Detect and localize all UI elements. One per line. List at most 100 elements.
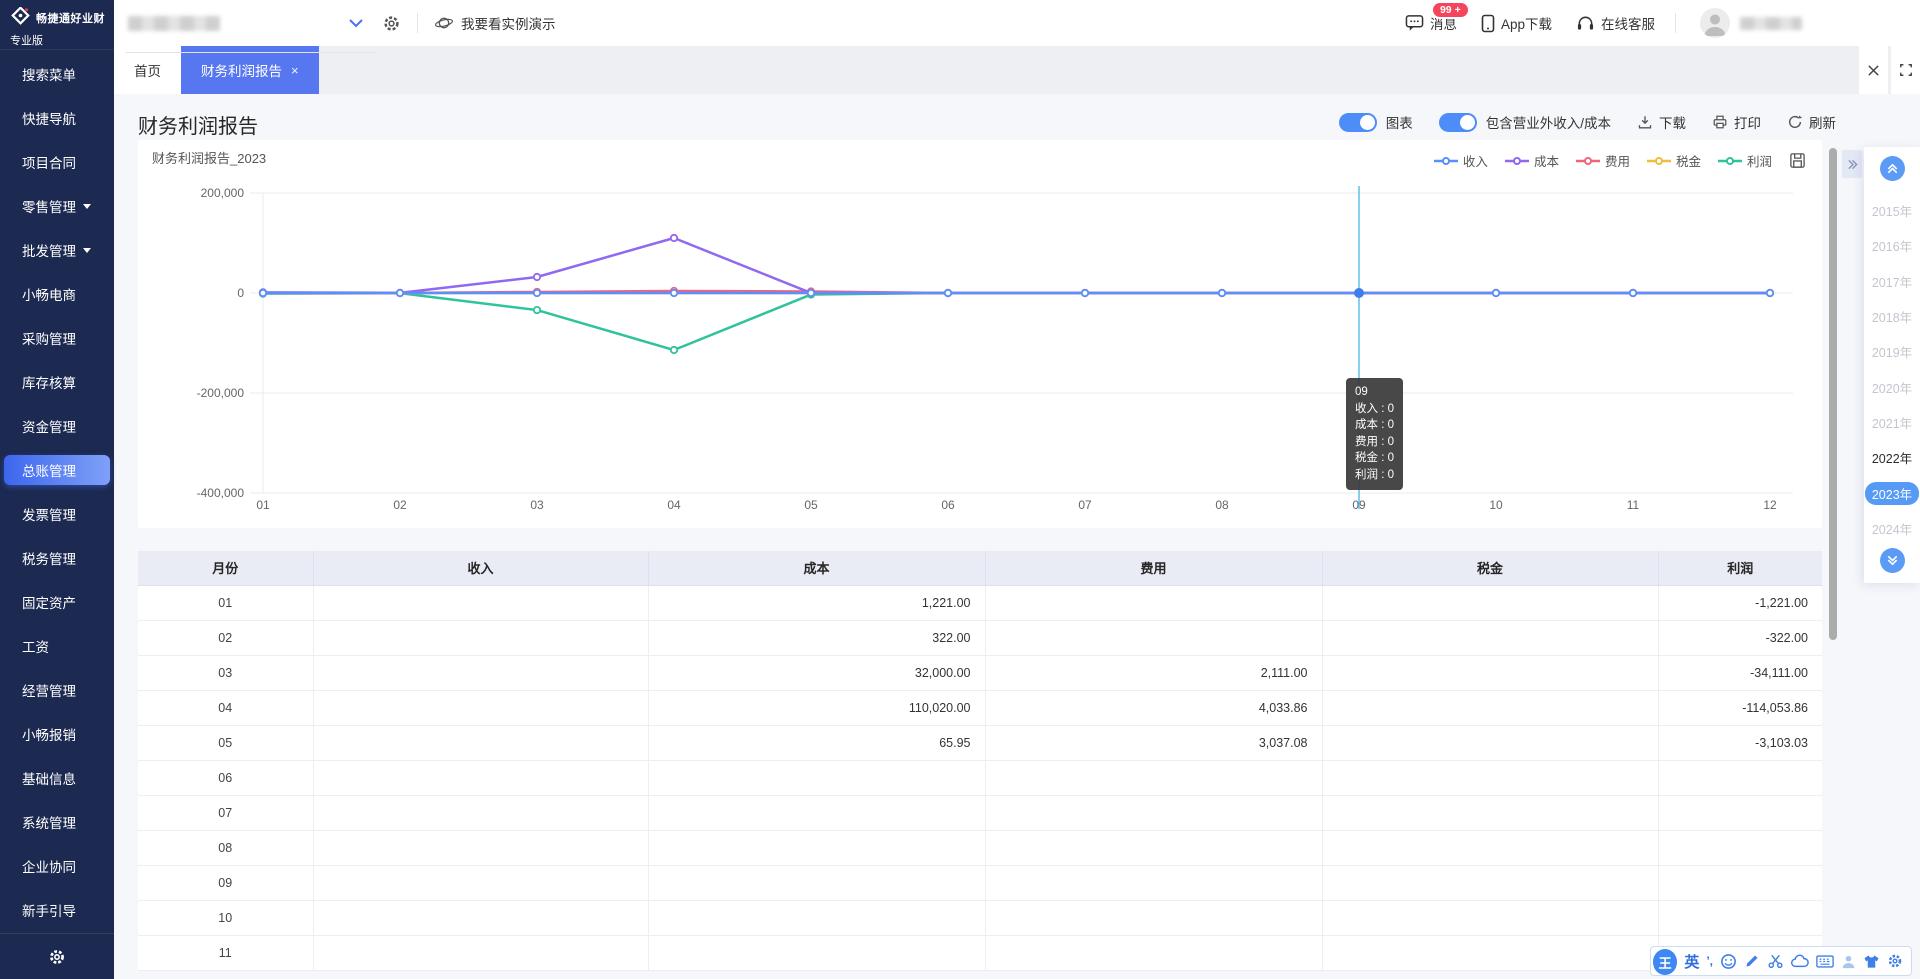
ime-settings-gear-icon[interactable] <box>1887 953 1903 969</box>
sidebar-item[interactable]: 新手引导 <box>0 888 114 932</box>
legend-item[interactable]: 费用 <box>1575 151 1630 170</box>
collapse-panel-button[interactable] <box>1842 150 1862 178</box>
legend-item[interactable]: 成本 <box>1504 151 1559 170</box>
sidebar-item[interactable]: 项目合同 <box>0 140 114 184</box>
year-item[interactable]: 2024年 <box>1872 511 1912 546</box>
sidebar-item[interactable]: 搜索菜单 <box>0 52 114 96</box>
sidebar-item[interactable]: 系统管理 <box>0 800 114 844</box>
chart-title: 财务利润报告_2023 <box>152 151 267 166</box>
year-item[interactable]: 2015年 <box>1872 193 1912 228</box>
svg-text:03: 03 <box>530 498 544 512</box>
sidebar-item-label: 工资 <box>22 640 49 655</box>
value-cell: 65.95 <box>648 725 986 761</box>
handwriting-pencil-icon[interactable] <box>1744 953 1760 969</box>
toggle-switch[interactable] <box>1438 112 1477 132</box>
toggle-label: 图表 <box>1385 116 1413 131</box>
year-label: 2016年 <box>1871 240 1913 255</box>
legend-item[interactable]: 收入 <box>1433 151 1488 170</box>
legend-item[interactable]: 税金 <box>1646 151 1701 170</box>
year-item[interactable]: 2022年 <box>1872 440 1912 475</box>
sidebar-item[interactable]: 固定资产 <box>0 580 114 624</box>
toggle-0[interactable]: 图表 <box>1338 112 1413 132</box>
tab-active[interactable]: 财务利润报告 × <box>181 46 319 94</box>
value-cell <box>1322 900 1659 936</box>
sidebar-item[interactable]: 企业协同 <box>0 844 114 888</box>
year-label: 2017年 <box>1871 275 1913 290</box>
cloud-icon[interactable] <box>1791 954 1809 968</box>
chart-tooltip: 09 收入 : 0 成本 : 0 费用 : 0 税金 : 0 利润 : 0 <box>1346 378 1403 490</box>
support-button[interactable]: 在线客服 <box>1576 13 1655 33</box>
tab-close-icon[interactable]: × <box>291 62 299 78</box>
messages-button[interactable]: 99 + 消息 <box>1405 1 1470 33</box>
toggle-label: 包含营业外收入/成本 <box>1485 116 1611 131</box>
printer-button[interactable]: 打印 <box>1712 112 1761 132</box>
phone-icon <box>1481 14 1495 33</box>
sidebar-item[interactable]: 采购管理 <box>0 316 114 360</box>
chevron-down-icon[interactable] <box>348 18 364 28</box>
user-profile-icon[interactable] <box>1841 954 1856 969</box>
year-label: 2019年 <box>1871 346 1913 361</box>
year-item[interactable]: 2020年 <box>1872 369 1912 404</box>
value-cell <box>313 585 649 621</box>
save-as-image-icon[interactable] <box>1789 152 1806 169</box>
svg-text:0: 0 <box>237 286 244 300</box>
table-row: 10 <box>138 900 1822 936</box>
chart-canvas[interactable]: 200,000 0 -200,000 -400,000 01 02 03 04 05 06 07 08… <box>138 140 1822 533</box>
sidebar-item[interactable]: 经营管理 <box>0 668 114 712</box>
sidebar-item[interactable]: 税务管理 <box>0 536 114 580</box>
year-scroll-down-button[interactable] <box>1879 547 1905 573</box>
value-cell <box>313 620 649 656</box>
month-cell: 01 <box>138 585 314 621</box>
value-cell <box>985 900 1323 936</box>
app-download-button[interactable]: App下载 <box>1481 13 1552 33</box>
fullscreen-button[interactable] <box>1891 46 1920 94</box>
value-cell <box>1322 935 1659 971</box>
sidebar-item[interactable]: 发票管理 <box>0 492 114 536</box>
value-cell <box>1322 690 1659 726</box>
ime-punctuation-toggle[interactable]: ’, <box>1706 954 1713 968</box>
year-scroll-up-button[interactable] <box>1879 156 1905 181</box>
sidebar-item[interactable]: 批发管理 <box>0 228 114 272</box>
demo-button[interactable]: 我要看实例演示 <box>434 13 556 33</box>
sidebar-item[interactable]: 工资 <box>0 624 114 668</box>
topbar-gear-icon[interactable] <box>382 14 401 33</box>
ime-language-mode[interactable]: 英 <box>1684 953 1700 971</box>
scissors-icon[interactable] <box>1767 953 1784 970</box>
sidebar-item[interactable]: 快捷导航 <box>0 96 114 140</box>
year-item[interactable]: 2018年 <box>1872 299 1912 334</box>
sidebar-item[interactable]: 总账管理 <box>0 448 114 492</box>
refresh-button[interactable]: 刷新 <box>1787 112 1836 132</box>
sidebar-item[interactable]: 小畅报销 <box>0 712 114 756</box>
avatar[interactable] <box>1700 8 1730 38</box>
legend-item[interactable]: 利润 <box>1717 151 1772 170</box>
year-item[interactable]: 2017年 <box>1872 264 1912 299</box>
value-cell: -34,111.00 <box>1658 655 1822 691</box>
year-item[interactable]: 2016年 <box>1872 228 1912 263</box>
ime-logo-icon[interactable]: 王 <box>1653 949 1678 975</box>
svg-text:06: 06 <box>941 498 955 512</box>
skin-shirt-icon[interactable] <box>1863 954 1880 969</box>
keyboard-icon[interactable] <box>1816 954 1834 968</box>
sidebar-item-label: 批发管理 <box>22 244 76 259</box>
sidebar-item[interactable]: 小畅电商 <box>0 272 114 316</box>
year-item-selected[interactable]: 2023年 <box>1864 475 1920 510</box>
sidebar-item[interactable]: 库存核算 <box>0 360 114 404</box>
company-name-blurred[interactable] <box>128 15 220 31</box>
sidebar-item[interactable]: 基础信息 <box>0 756 114 800</box>
toggle-1[interactable]: 包含营业外收入/成本 <box>1438 112 1611 132</box>
value-cell <box>985 620 1323 656</box>
scrollbar[interactable] <box>1829 148 1837 640</box>
download-button[interactable]: 下载 <box>1637 112 1686 132</box>
tab[interactable]: 首页 <box>114 46 181 94</box>
emoji-icon[interactable] <box>1720 953 1737 970</box>
value-cell <box>1322 725 1659 761</box>
toggle-switch[interactable] <box>1338 112 1377 132</box>
sidebar-settings-gear-icon[interactable] <box>48 948 66 966</box>
year-item[interactable]: 2019年 <box>1872 334 1912 369</box>
year-item[interactable]: 2021年 <box>1872 405 1912 440</box>
sidebar-item[interactable]: 零售管理 <box>0 184 114 228</box>
close-tabs-button[interactable] <box>1859 46 1888 94</box>
year-label: 2015年 <box>1871 205 1913 220</box>
sidebar-item[interactable]: 资金管理 <box>0 404 114 448</box>
